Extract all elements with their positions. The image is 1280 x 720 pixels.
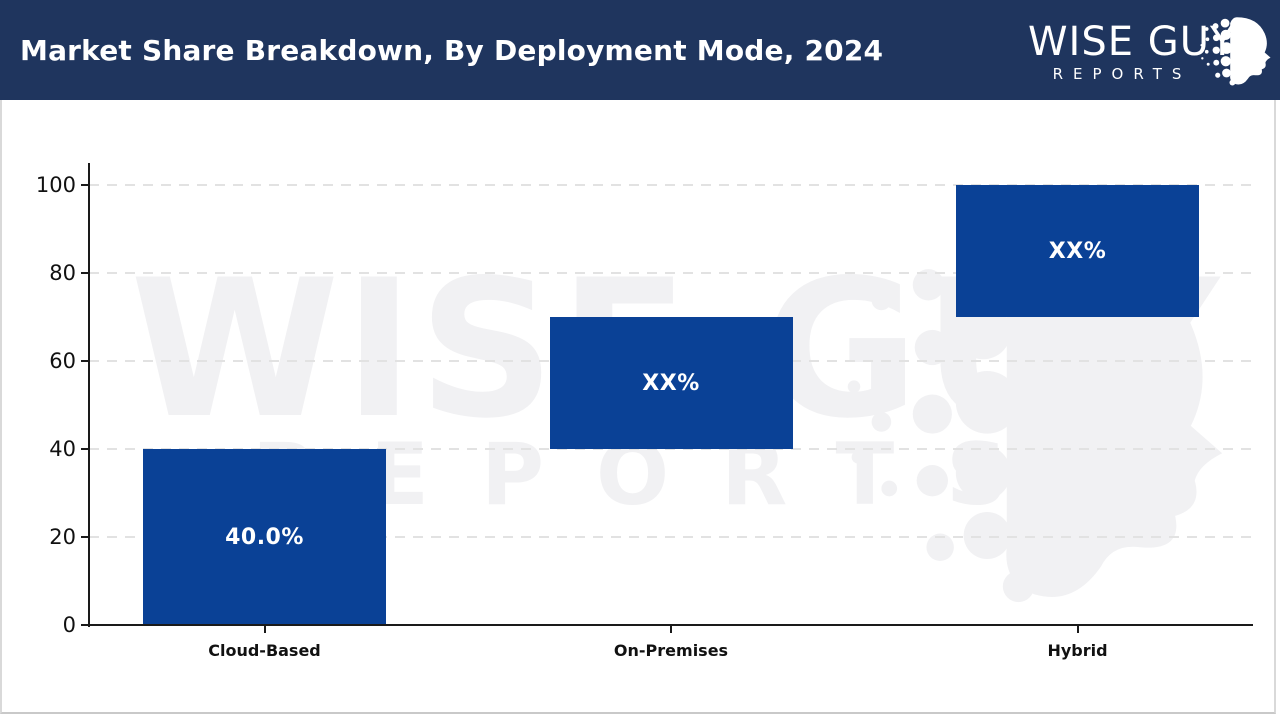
bar-value-label: XX%: [642, 370, 700, 396]
y-axis-tick-60: [81, 360, 89, 362]
y-axis-tick-label-60: 60: [49, 349, 76, 373]
gridline-y-100: [89, 184, 1253, 186]
x-axis-line: [88, 624, 1253, 626]
logo-wordmark: WISE GUY REPORTS: [1028, 19, 1236, 83]
y-axis-tick-80: [81, 272, 89, 274]
bar-on-premises: XX%: [549, 317, 793, 449]
brand-logo: WISE GUY REPORTS: [1028, 8, 1271, 94]
y-axis-tick-label-80: 80: [49, 261, 76, 285]
y-axis-tick-label-0: 0: [62, 613, 76, 637]
bar-cloud-based: 40.0%: [143, 449, 386, 625]
watermark-face-icon: [847, 237, 1223, 603]
x-axis-category-label-1: On-Premises: [613, 641, 729, 660]
gridline-y-20: [89, 536, 1253, 538]
x-axis-category-label-2: Hybrid: [1047, 641, 1108, 660]
face-profile-dots-icon: [1200, 17, 1271, 86]
logo-wordmark-line2: REPORTS: [1052, 65, 1192, 83]
y-axis-tick-20: [81, 536, 89, 538]
y-axis-tick-label-20: 20: [49, 525, 76, 549]
y-axis-tick-label-40: 40: [49, 437, 76, 461]
y-axis-line: [88, 163, 90, 627]
logo-wordmark-line1: WISE GUY: [1028, 19, 1236, 65]
bar-value-label: 40.0%: [225, 524, 304, 550]
chart-title: Market Share Breakdown, By Deployment Mo…: [20, 33, 884, 67]
y-axis-tick-100: [81, 184, 89, 186]
x-axis-tick-0: [263, 626, 266, 633]
gridline-y-80: [89, 272, 1253, 274]
bar-hybrid: XX%: [956, 185, 1199, 317]
x-axis-tick-2: [1076, 626, 1079, 633]
x-axis-tick-1: [670, 626, 672, 633]
y-axis-tick-40: [81, 448, 89, 450]
bar-chart: WISE GUY REPORTS 02040608010040.0%Cloud-…: [2, 100, 1274, 712]
gridline-y-40: [89, 448, 1253, 450]
x-axis-category-label-0: Cloud-Based: [208, 641, 321, 660]
header: Market Share Breakdown, By Deployment Mo…: [0, 0, 1280, 100]
y-axis-tick-label-100: 100: [35, 173, 76, 197]
chart-content: WISE GUY REPORTS 02040608010040.0%Cloud-…: [0, 100, 1276, 714]
y-axis-tick-0: [81, 624, 89, 626]
bar-value-label: XX%: [1048, 238, 1107, 264]
